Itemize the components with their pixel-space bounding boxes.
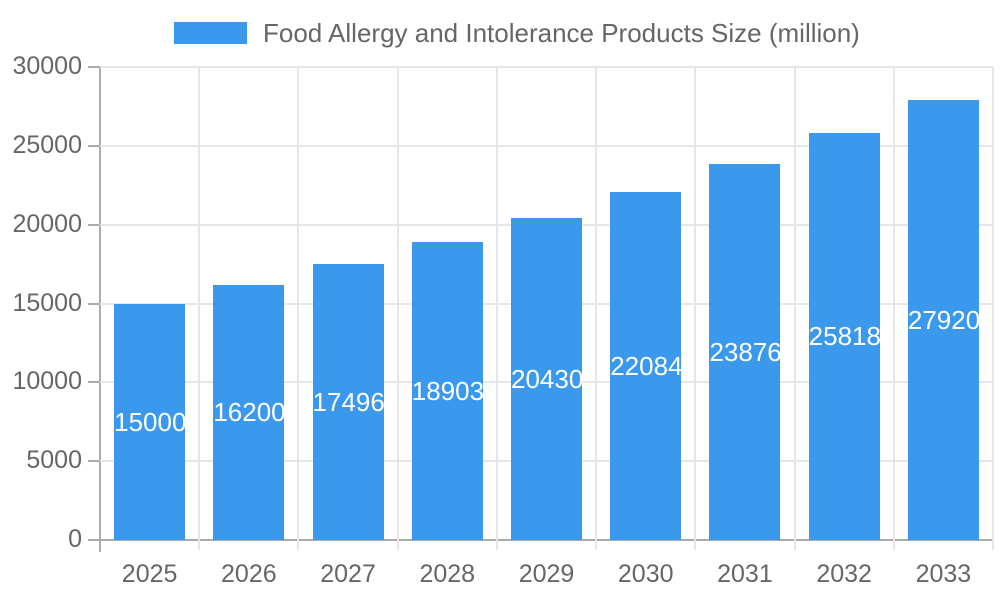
bar-value-label: 18903 xyxy=(411,375,485,406)
legend-swatch xyxy=(174,22,247,44)
bar: 17496 xyxy=(312,264,385,540)
y-tick-label: 15000 xyxy=(12,288,82,317)
bar-value-label: 22084 xyxy=(610,350,683,381)
gridline-vertical xyxy=(992,67,994,550)
y-tick-label: 20000 xyxy=(12,209,82,238)
x-tick-label: 2033 xyxy=(915,560,972,588)
gridline-vertical xyxy=(595,67,598,550)
gridline-horizontal xyxy=(100,144,993,147)
x-tick-label: 2032 xyxy=(816,560,872,588)
gridline-vertical xyxy=(694,67,697,550)
bar: 15000 xyxy=(114,303,187,540)
y-tick-label: 0 xyxy=(68,525,82,553)
bar: 25818 xyxy=(808,132,881,540)
x-tick-label: 2027 xyxy=(320,560,376,588)
y-tick-mark xyxy=(88,66,100,68)
x-tick-label: 2030 xyxy=(617,560,674,588)
bar-value-label: 25818 xyxy=(808,321,881,352)
gridline-vertical xyxy=(198,67,201,550)
bar-value-label: 23876 xyxy=(709,336,782,367)
gridline-vertical xyxy=(297,67,300,550)
y-axis-line xyxy=(99,67,101,552)
x-tick-label: 2025 xyxy=(121,560,178,588)
bar-value-label: 17496 xyxy=(312,387,385,418)
y-tick-mark xyxy=(88,302,100,305)
x-axis-line xyxy=(100,539,993,541)
bar: 18903 xyxy=(411,241,485,540)
bar: 16200 xyxy=(213,284,286,540)
y-tick-label: 30000 xyxy=(12,52,82,80)
gridline-vertical xyxy=(396,67,399,550)
y-tick-label: 25000 xyxy=(12,130,82,159)
bar: 22084 xyxy=(610,191,683,540)
bar: 20430 xyxy=(511,217,584,540)
y-tick-label: 10000 xyxy=(12,367,82,396)
y-tick-mark xyxy=(88,460,100,463)
bar-value-label: 27920 xyxy=(907,304,981,335)
bar: 27920 xyxy=(907,99,981,540)
gridline-vertical xyxy=(495,67,498,550)
bar-value-label: 16200 xyxy=(213,397,286,428)
y-tick-mark xyxy=(88,223,100,226)
x-tick-label: 2029 xyxy=(518,560,575,588)
gridline-horizontal xyxy=(100,66,993,68)
y-tick-mark xyxy=(88,381,100,384)
chart-legend: Food Allergy and Intolerance Products Si… xyxy=(174,18,860,48)
x-tick-label: 2026 xyxy=(221,560,277,588)
plot-area: 15000 16200 17496 18903 20430 22084 23876 25818… xyxy=(100,66,994,550)
y-tick-label: 5000 xyxy=(26,446,82,475)
legend-label: Food Allergy and Intolerance Products Si… xyxy=(263,18,860,48)
bar: 23876 xyxy=(709,163,782,540)
bar-value-label: 20430 xyxy=(511,363,584,394)
gridline-vertical xyxy=(892,67,895,550)
bar-value-label: 15000 xyxy=(114,406,187,437)
y-tick-mark xyxy=(88,144,100,147)
x-tick-label: 2028 xyxy=(419,560,476,588)
y-tick-mark xyxy=(88,539,100,541)
x-tick-label: 2031 xyxy=(717,560,773,588)
gridline-vertical xyxy=(793,67,796,550)
